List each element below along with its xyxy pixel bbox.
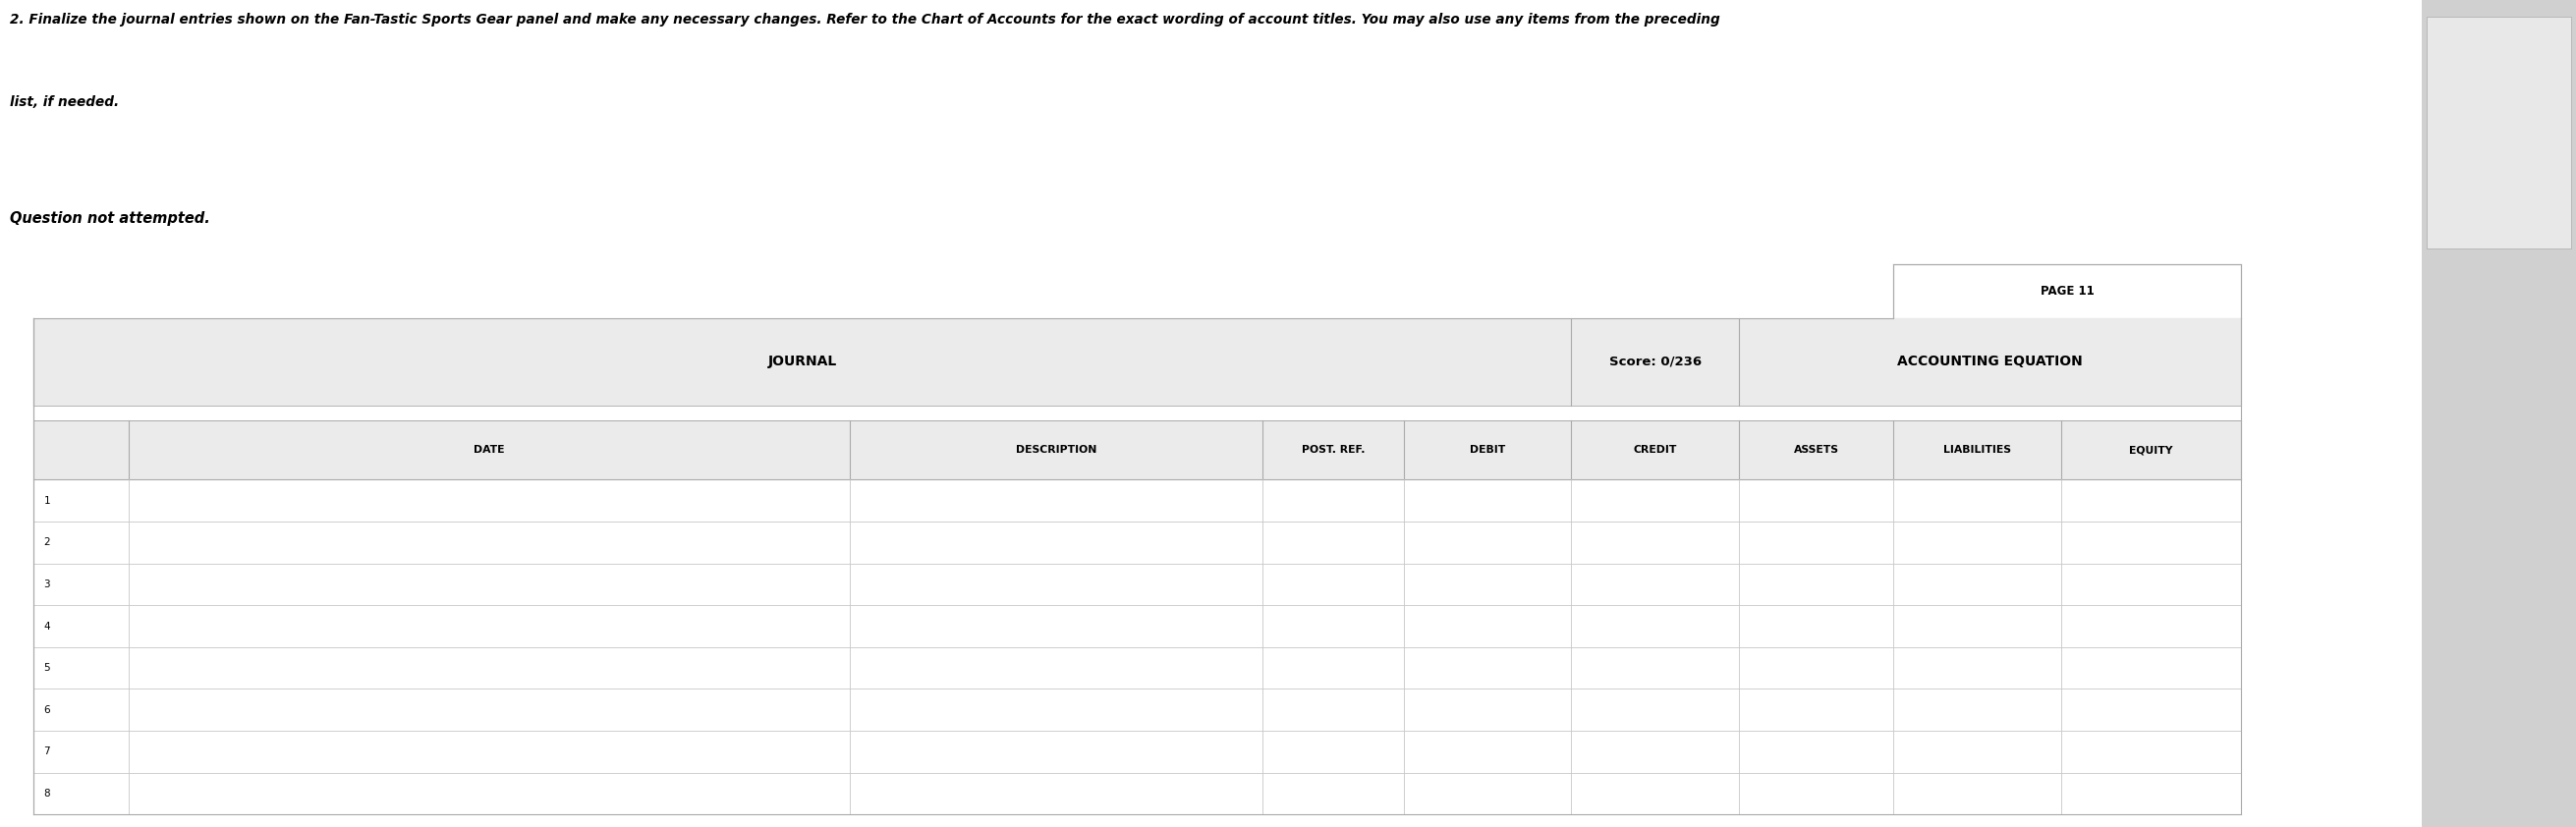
Bar	[33, 405, 2241, 420]
Text: 7: 7	[44, 747, 52, 757]
Text: 8: 8	[44, 789, 52, 799]
Bar	[2427, 17, 2571, 248]
Text: list, if needed.: list, if needed.	[10, 95, 118, 109]
Text: ACCOUNTING EQUATION: ACCOUNTING EQUATION	[1899, 355, 2081, 369]
Bar	[33, 689, 2241, 731]
Text: POST. REF.: POST. REF.	[1301, 445, 1365, 455]
Text: PAGE 11: PAGE 11	[2040, 285, 2094, 298]
Bar	[33, 318, 2241, 405]
Bar	[33, 420, 2241, 480]
Bar	[2421, 0, 2576, 827]
Text: JOURNAL: JOURNAL	[768, 355, 837, 369]
Text: Score: 0/236: Score: 0/236	[1610, 356, 1700, 368]
Text: 5: 5	[44, 663, 52, 673]
Text: LIABILITIES: LIABILITIES	[1942, 445, 2012, 455]
Bar	[33, 563, 2241, 605]
Text: 4: 4	[44, 621, 52, 631]
Text: 2. Finalize the journal entries shown on the Fan-Tastic Sports Gear panel and ma: 2. Finalize the journal entries shown on…	[10, 12, 1721, 26]
Text: DEBIT: DEBIT	[1471, 445, 1504, 455]
Text: 2: 2	[44, 538, 52, 547]
Text: DESCRIPTION: DESCRIPTION	[1015, 445, 1097, 455]
Bar	[33, 647, 2241, 689]
Text: 1: 1	[44, 495, 52, 505]
Text: EQUITY: EQUITY	[2130, 445, 2172, 455]
Text: 6: 6	[44, 705, 52, 715]
Bar	[1893, 265, 2241, 318]
Bar	[33, 731, 2241, 772]
Bar	[33, 480, 2241, 522]
Text: Question not attempted.: Question not attempted.	[10, 211, 211, 226]
Text: 3: 3	[44, 580, 52, 590]
Bar	[33, 522, 2241, 563]
Text: CREDIT: CREDIT	[1633, 445, 1677, 455]
Bar	[33, 605, 2241, 647]
Text: ASSETS: ASSETS	[1793, 445, 1839, 455]
Text: DATE: DATE	[474, 445, 505, 455]
Bar	[33, 772, 2241, 815]
